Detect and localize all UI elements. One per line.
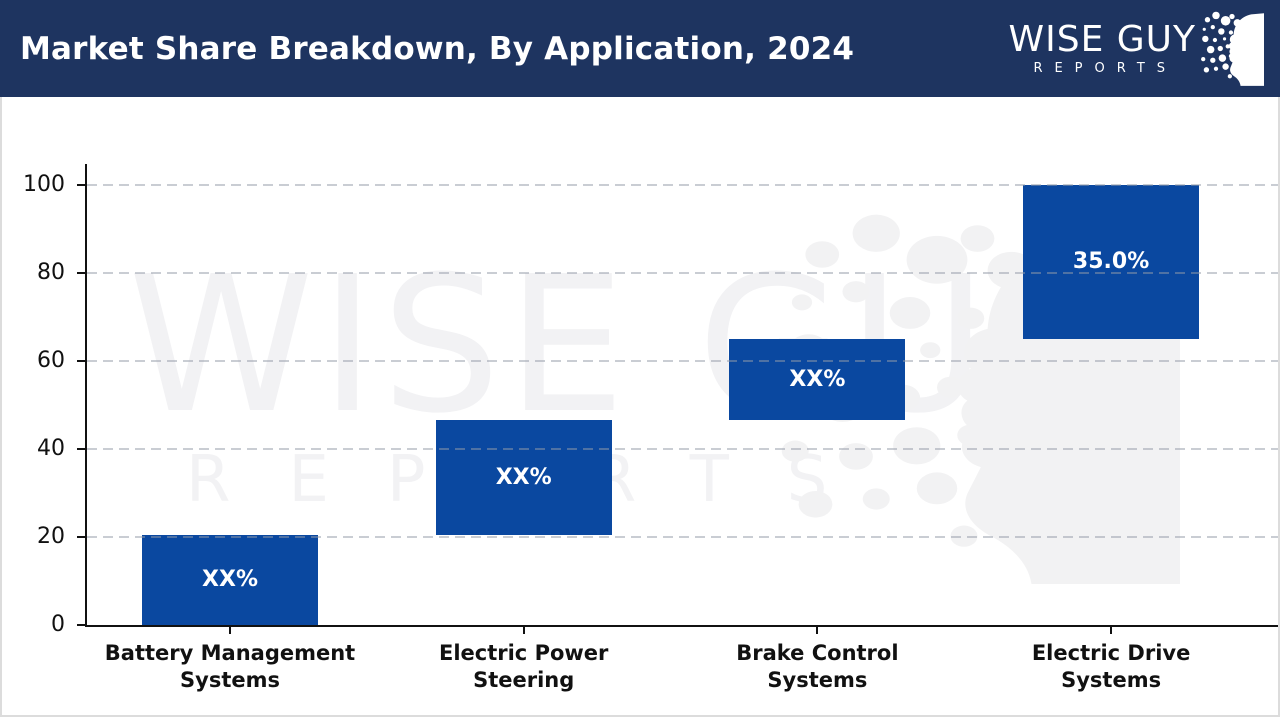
y-tick-label: 60 (37, 348, 65, 373)
y-tick-label: 0 (51, 612, 65, 637)
gridline-y-40 (87, 448, 1278, 450)
y-tick-mark (77, 184, 85, 186)
chart-frame (0, 97, 1280, 717)
x-tick-mark (229, 626, 231, 634)
y-tick-label: 80 (37, 260, 65, 285)
bar-1 (142, 534, 318, 625)
x-category-label: Electric Drive Systems (1031, 641, 1191, 692)
chart-title: Market Share Breakdown, By Application, … (20, 30, 855, 67)
logo-subtitle: REPORTS (1033, 61, 1178, 76)
bar-value-label: XX% (495, 464, 552, 490)
bar-value-label: 35.0% (1072, 249, 1150, 274)
bar-4 (1023, 185, 1200, 339)
wiseguy-face-icon (1201, 11, 1264, 86)
x-tick-mark (1110, 626, 1113, 634)
bar-value-label: XX% (789, 366, 846, 392)
gridline-y-60 (87, 360, 1278, 362)
header-bar: Market Share Breakdown, By Application, … (0, 0, 1280, 97)
y-tick-mark (77, 624, 85, 626)
y-tick-mark (77, 360, 85, 362)
logo-text: WISE GUY REPORTS (1008, 19, 1197, 76)
gridline-y-20 (87, 536, 1278, 538)
y-tick-mark (77, 536, 85, 538)
x-tick-mark (522, 626, 525, 634)
gridline-y-100 (87, 184, 1278, 186)
bar-3 (729, 339, 906, 421)
x-category-label: Battery Management Systems (104, 641, 356, 692)
y-tick-label: 40 (37, 436, 65, 461)
bar-2 (435, 420, 612, 535)
y-axis-line (85, 164, 87, 627)
wiseguy-logo: WISE GUY REPORTS (1008, 11, 1264, 86)
y-tick-mark (77, 448, 85, 450)
gridline-y-80 (87, 272, 1278, 274)
y-tick-label: 100 (23, 172, 65, 197)
y-tick-label: 20 (37, 524, 65, 549)
logo-wordmark: WISE GUY (1008, 19, 1196, 60)
bar-value-label: XX% (202, 566, 258, 592)
x-category-label: Electric Power Steering (438, 641, 609, 692)
x-category-label: Brake Control Systems (736, 641, 899, 692)
x-tick-mark (816, 626, 819, 634)
waterfall-chart: 0 20 40 60 80 100 XX% Battery Management System… (0, 97, 1280, 720)
y-tick-mark (77, 272, 85, 274)
x-axis-line (85, 625, 1278, 627)
